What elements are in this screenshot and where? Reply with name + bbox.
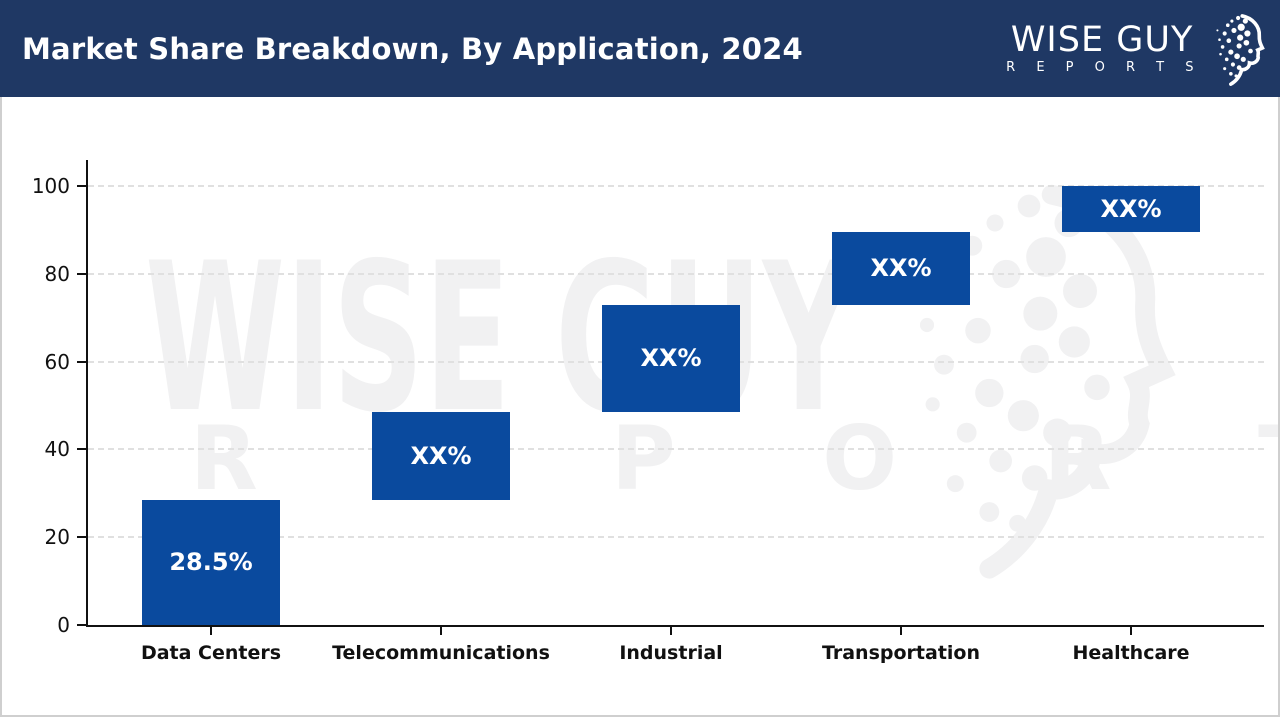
x-category-label: Telecommunications <box>332 642 550 664</box>
y-tick <box>77 448 86 451</box>
x-category-label: Healthcare <box>1072 642 1190 664</box>
y-tick <box>77 360 86 363</box>
logo-wordmark: WISE GUY <box>1010 20 1194 60</box>
y-tick <box>77 624 86 626</box>
gridline <box>88 272 1264 275</box>
page-bottom-border <box>0 715 1280 717</box>
plot-area: 0 20 40 60 80 100 28.5% Data Centers XX% Telecomm… <box>32 160 1264 664</box>
report-header: Market Share Breakdown, By Application, … <box>0 0 1280 97</box>
y-tick-label: 80 <box>44 261 70 286</box>
logo-text: WISE GUY R E P O R T S <box>1002 20 1202 75</box>
bar: XX% <box>602 304 740 413</box>
wiseguy-logo: WISE GUY R E P O R T S <box>1002 10 1266 88</box>
y-tick <box>77 272 86 275</box>
page-left-border <box>0 97 2 717</box>
x-category-label: Data Centers <box>140 642 282 664</box>
bar: XX% <box>372 412 510 500</box>
gridline <box>88 448 1264 451</box>
x-tick <box>440 627 442 635</box>
y-tick-label: 60 <box>44 349 70 374</box>
bar: XX% <box>1062 186 1200 233</box>
bar-value-label: XX% <box>640 344 702 373</box>
y-tick-label: 0 <box>57 613 70 637</box>
bar-value-label: XX% <box>410 441 472 470</box>
y-tick-label: 100 <box>31 174 70 198</box>
bar: XX% <box>832 232 970 305</box>
bar: 28.5% <box>142 499 280 625</box>
x-tick <box>1130 627 1132 635</box>
x-category-label: Industrial <box>619 642 723 664</box>
bar-value-label: 28.5% <box>169 548 253 577</box>
x-tick <box>900 627 902 635</box>
gridline <box>88 536 1264 539</box>
page-right-border <box>1278 97 1280 717</box>
y-tick-label: 20 <box>44 525 70 550</box>
bar-value-label: XX% <box>1100 195 1162 224</box>
logo-head-icon <box>1214 13 1265 86</box>
x-axis <box>86 625 1264 627</box>
y-tick-label: 40 <box>44 437 70 462</box>
x-category-label: Transportation <box>821 642 981 664</box>
y-tick <box>77 536 86 539</box>
chart-area: WISE GUY R E P O R T S 02040608010028.5%… <box>0 97 1280 720</box>
x-tick <box>670 627 672 635</box>
chart-title: Market Share Breakdown, By Application, … <box>22 31 803 66</box>
logo-subtext: R E P O R T S <box>1006 60 1202 75</box>
y-tick <box>77 185 86 188</box>
x-tick <box>210 627 212 635</box>
bar-value-label: XX% <box>870 254 932 283</box>
y-axis <box>86 160 88 627</box>
gridline <box>88 185 1264 188</box>
